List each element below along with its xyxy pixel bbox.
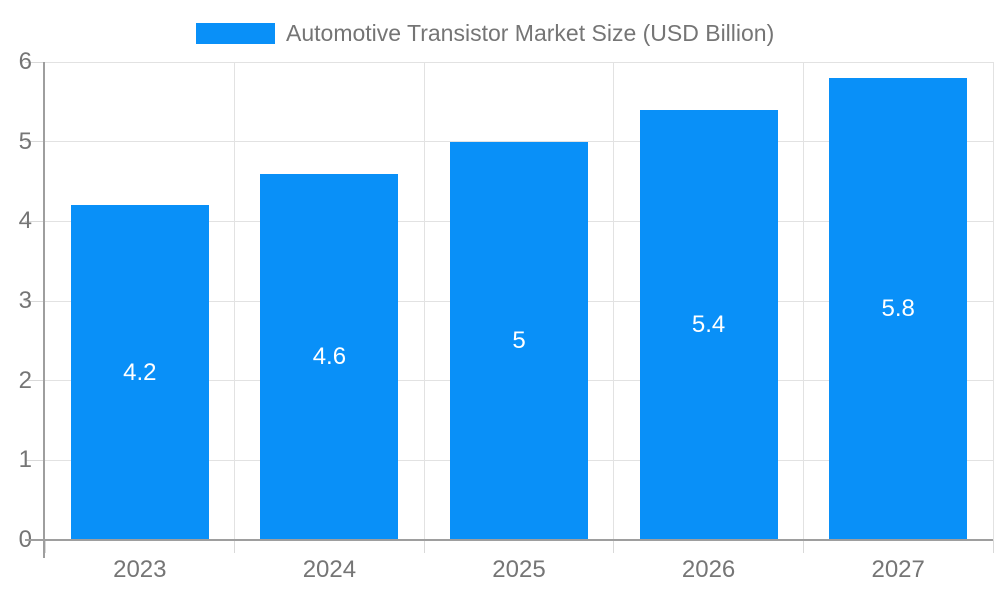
y-axis-tick-label: 3 xyxy=(18,287,32,314)
x-axis-tick xyxy=(802,540,804,553)
y-axis-tick xyxy=(25,220,44,222)
legend-label: Automotive Transistor Market Size (USD B… xyxy=(286,20,775,46)
y-axis-tick xyxy=(25,459,44,461)
x-gridline xyxy=(234,62,236,540)
y-axis-tick xyxy=(25,300,44,302)
x-axis-tick xyxy=(234,540,236,553)
x-axis-tick xyxy=(992,540,994,553)
x-gridline xyxy=(992,62,994,540)
y-gridline xyxy=(45,61,993,63)
x-axis-line xyxy=(25,539,993,541)
x-axis-tick-label: 2023 xyxy=(113,556,167,583)
bar-value-label: 5.8 xyxy=(881,294,915,322)
bar-2026 xyxy=(639,109,778,540)
bar-value-label: 5 xyxy=(512,326,526,354)
y-axis-tick xyxy=(25,141,44,143)
x-axis-tick xyxy=(613,540,615,553)
x-gridline xyxy=(802,62,804,540)
y-axis-tick xyxy=(25,380,44,382)
bar-value-label: 4.6 xyxy=(312,342,347,370)
chart-legend: Automotive Transistor Market Size (USD B… xyxy=(196,21,774,45)
y-axis-tick-label: 5 xyxy=(18,127,32,155)
x-axis-tick-label: 2024 xyxy=(302,556,357,583)
bar-2027 xyxy=(829,77,968,540)
y-axis-line xyxy=(43,62,45,558)
y-axis-tick-label: 4 xyxy=(18,207,32,235)
bar-value-label: 4.2 xyxy=(123,358,157,386)
y-axis-tick-label: 6 xyxy=(18,48,32,75)
x-gridline xyxy=(423,62,425,540)
bar-2023 xyxy=(70,205,209,540)
legend-swatch xyxy=(196,22,275,44)
y-axis-tick xyxy=(25,61,44,63)
bar-2024 xyxy=(260,173,399,540)
x-axis-tick xyxy=(44,540,46,553)
bar-2025 xyxy=(450,141,588,540)
y-axis-tick-label: 1 xyxy=(18,446,32,474)
x-gridline xyxy=(613,62,615,540)
y-axis-tick-label: 2 xyxy=(18,366,32,394)
x-axis-tick xyxy=(423,540,425,553)
x-axis-tick-label: 2027 xyxy=(871,556,925,583)
x-axis-tick-label: 2026 xyxy=(681,556,736,583)
bar-value-label: 5.4 xyxy=(691,310,726,338)
x-axis-tick-label: 2025 xyxy=(492,556,546,583)
